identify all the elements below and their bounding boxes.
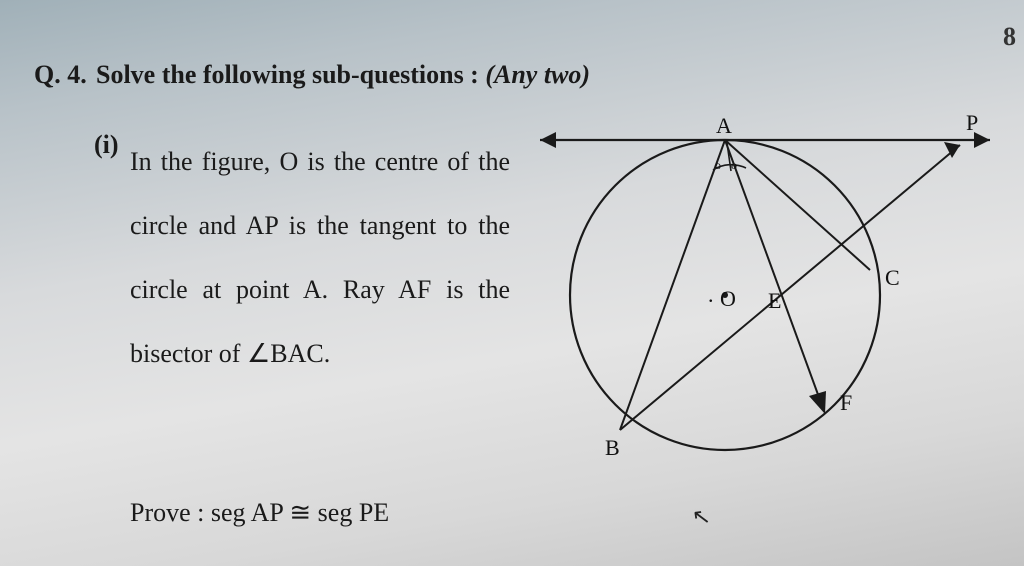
subquestion-body: In the figure, O is the centre of the ci…: [130, 130, 510, 386]
page-edge-digit: 8: [1003, 22, 1016, 52]
label-b: B: [605, 435, 620, 460]
angle-mark-2: o: [731, 158, 737, 172]
label-f: F: [840, 390, 852, 415]
subquestion-label: (i): [94, 130, 119, 160]
label-p: P: [966, 110, 978, 135]
label-center-dot: .: [708, 282, 714, 307]
label-c: C: [885, 265, 900, 290]
label-o: O: [720, 286, 736, 311]
question-number: Q. 4.: [34, 60, 87, 90]
prove-statement: Prove : seg AP ≅ seg PE: [130, 498, 389, 528]
angle-mark-1: o: [715, 158, 721, 172]
label-e: E: [768, 288, 781, 313]
label-a: A: [716, 113, 732, 138]
ray-af: [725, 140, 820, 400]
ray-af-arrow: [809, 391, 826, 414]
tangent-arrow-left: [540, 132, 556, 148]
question-title-text: Solve the following sub-questions :: [96, 60, 479, 89]
question-title: Solve the following sub-questions : (Any…: [96, 60, 590, 90]
cursor-icon: ↖: [690, 503, 712, 531]
geometry-figure: A B C O E F P . o o: [520, 70, 1000, 490]
chord-ac: [725, 140, 870, 270]
